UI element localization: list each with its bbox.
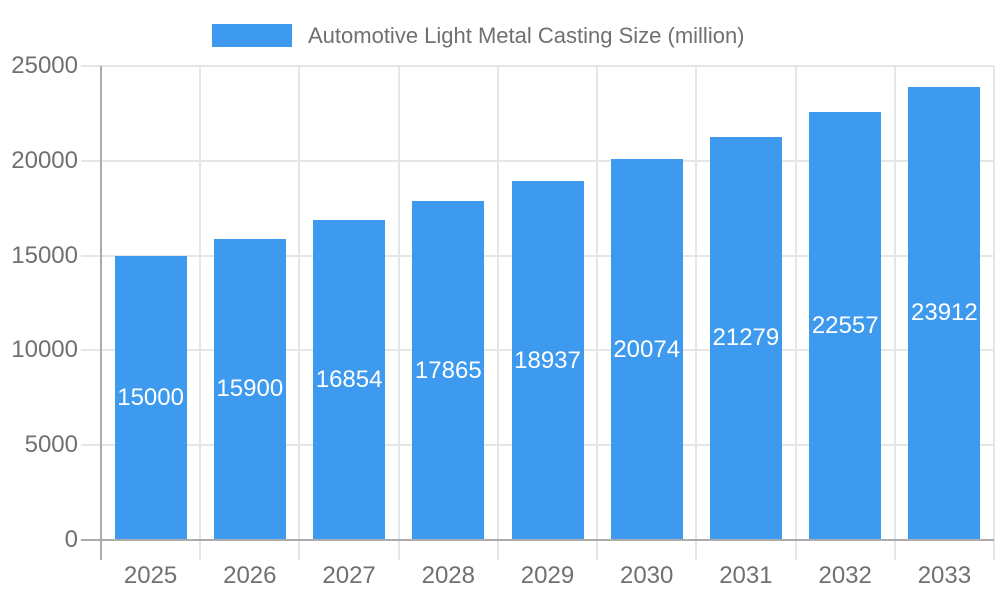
y-gridline <box>81 65 994 67</box>
legend-item[interactable]: Automotive Light Metal Casting Size (mil… <box>212 24 745 47</box>
y-axis-tick-label: 10000 <box>11 336 78 363</box>
x-axis-tick-label: 2026 <box>223 562 277 589</box>
x-gridline <box>795 66 797 560</box>
x-axis-tick-label: 2031 <box>719 562 773 589</box>
x-gridline <box>695 66 697 560</box>
bar-2025[interactable] <box>114 255 187 540</box>
x-axis-tick-label: 2033 <box>917 562 972 589</box>
x-gridline <box>199 66 201 560</box>
y-axis-tick-label: 15000 <box>11 242 78 269</box>
x-gridline <box>398 66 400 560</box>
y-axis-tick-label: 0 <box>64 526 78 553</box>
bar-2027[interactable] <box>313 220 386 540</box>
x-axis-tick-label: 2028 <box>421 562 475 589</box>
bar-value-label: 20074 <box>613 335 681 363</box>
x-axis-tick-label: 2025 <box>123 562 178 589</box>
bar-2026[interactable] <box>213 238 286 540</box>
bar-value-label: 17865 <box>414 356 482 384</box>
bar-value-label: 23912 <box>911 299 978 327</box>
y-axis-line <box>100 66 102 560</box>
bar-value-label: 15900 <box>216 375 284 403</box>
y-axis-tick-label: 5000 <box>24 431 78 458</box>
x-gridline <box>596 66 598 560</box>
bar-2028[interactable] <box>412 201 485 540</box>
y-axis-tick-label: 20000 <box>11 147 78 174</box>
bar-2031[interactable] <box>709 136 782 540</box>
x-axis-tick-label: 2027 <box>322 562 376 589</box>
y-gridline <box>81 160 994 162</box>
y-axis-tick-label: 25000 <box>11 52 78 79</box>
x-gridline <box>497 66 499 560</box>
legend-swatch <box>212 24 292 47</box>
legend-label: Automotive Light Metal Casting Size (mil… <box>308 23 745 48</box>
x-axis-tick-label: 2032 <box>818 562 872 589</box>
x-axis-tick-label: 2029 <box>520 562 575 589</box>
bar-value-label: 22557 <box>811 312 879 340</box>
bar-value-label: 18937 <box>514 346 581 374</box>
bar-value-label: 21279 <box>712 324 780 352</box>
x-axis-tick-label: 2030 <box>619 562 674 589</box>
bar-value-label: 16854 <box>315 366 383 394</box>
bar-2032[interactable] <box>809 112 882 540</box>
bar-2030[interactable] <box>610 159 683 540</box>
x-gridline <box>993 66 995 560</box>
bar-2029[interactable] <box>511 181 584 540</box>
bar-value-label: 15000 <box>117 383 184 411</box>
x-axis-line <box>81 539 994 541</box>
x-gridline <box>298 66 300 560</box>
x-gridline <box>894 66 896 560</box>
bar-2033[interactable] <box>908 86 981 540</box>
